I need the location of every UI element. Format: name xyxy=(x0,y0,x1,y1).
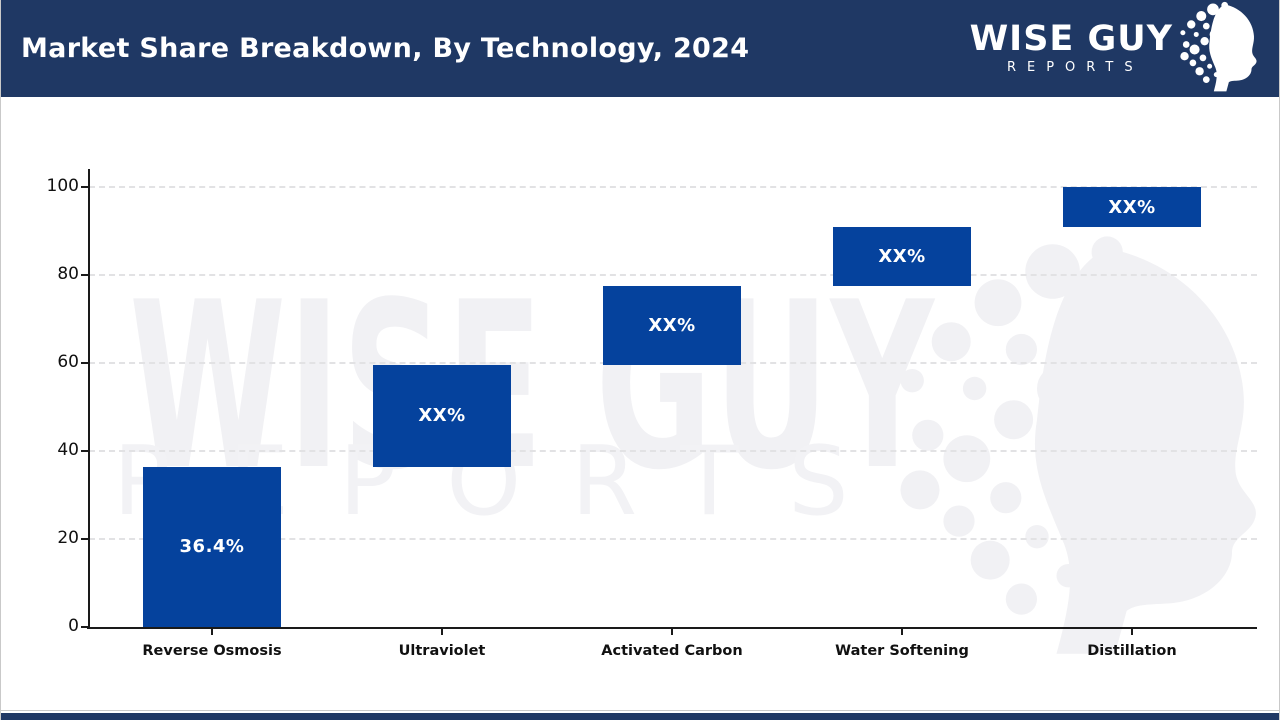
x-tick-label: Activated Carbon xyxy=(601,643,743,659)
bar-water-softening: XX% xyxy=(833,227,971,286)
y-axis-tick xyxy=(81,450,88,452)
bar-value-label: XX% xyxy=(878,246,926,267)
header: Market Share Breakdown, By Technology, 2… xyxy=(1,0,1279,97)
x-axis-tick xyxy=(671,629,673,635)
bar-value-label: 36.4% xyxy=(179,536,245,558)
y-axis-tick xyxy=(81,626,88,628)
x-axis-tick xyxy=(441,629,443,635)
footer-bar xyxy=(1,713,1279,720)
bar-value-label: XX% xyxy=(418,405,466,427)
x-axis-tick xyxy=(1131,629,1133,635)
gridline xyxy=(89,450,1257,452)
x-axis-spine xyxy=(87,627,1257,629)
y-tick-label: 60 xyxy=(57,352,79,372)
y-tick-label: 100 xyxy=(46,176,79,196)
x-tick-label: Ultraviolet xyxy=(398,643,486,659)
bar-reverse-osmosis: 36.4% xyxy=(143,466,281,627)
x-tick-label: Distillation xyxy=(1087,643,1177,659)
brand-logo-text: WISE GUY REPORTS xyxy=(969,19,1173,76)
face-dots-icon xyxy=(1175,1,1261,97)
y-axis-tick xyxy=(81,538,88,540)
x-axis-tick xyxy=(901,629,903,635)
gridline xyxy=(89,274,1257,276)
bar-value-label: XX% xyxy=(1108,196,1156,218)
x-tick-label: Reverse Osmosis xyxy=(142,643,282,659)
gridline xyxy=(89,538,1257,540)
y-axis-tick xyxy=(81,274,88,276)
bar-distillation: XX% xyxy=(1063,187,1201,228)
y-axis-tick xyxy=(81,186,88,188)
y-tick-label: 80 xyxy=(57,264,79,284)
y-tick-label: 0 xyxy=(68,616,79,636)
bar-activated-carbon: XX% xyxy=(603,286,741,365)
x-tick-label: Water Softening xyxy=(835,643,969,659)
gridline xyxy=(89,186,1257,188)
logo-wiseguy-text: WISE GUY xyxy=(969,19,1173,59)
logo-reports-text: REPORTS xyxy=(1006,60,1144,75)
footer-divider xyxy=(1,710,1279,711)
page-title: Market Share Breakdown, By Technology, 2… xyxy=(21,33,750,64)
y-tick-label: 40 xyxy=(57,440,79,460)
y-tick-label: 20 xyxy=(57,528,79,548)
y-axis-tick xyxy=(81,362,88,364)
waterfall-chart: WISE GUY REPORTS 0 20 40 60 80 100 36.4% Revers… xyxy=(1,97,1279,713)
bar-ultraviolet: XX% xyxy=(373,364,511,467)
y-axis-spine xyxy=(88,169,90,629)
x-axis-tick xyxy=(211,629,213,635)
brand-logo: WISE GUY REPORTS xyxy=(970,1,1261,97)
bar-value-label: XX% xyxy=(648,314,696,336)
